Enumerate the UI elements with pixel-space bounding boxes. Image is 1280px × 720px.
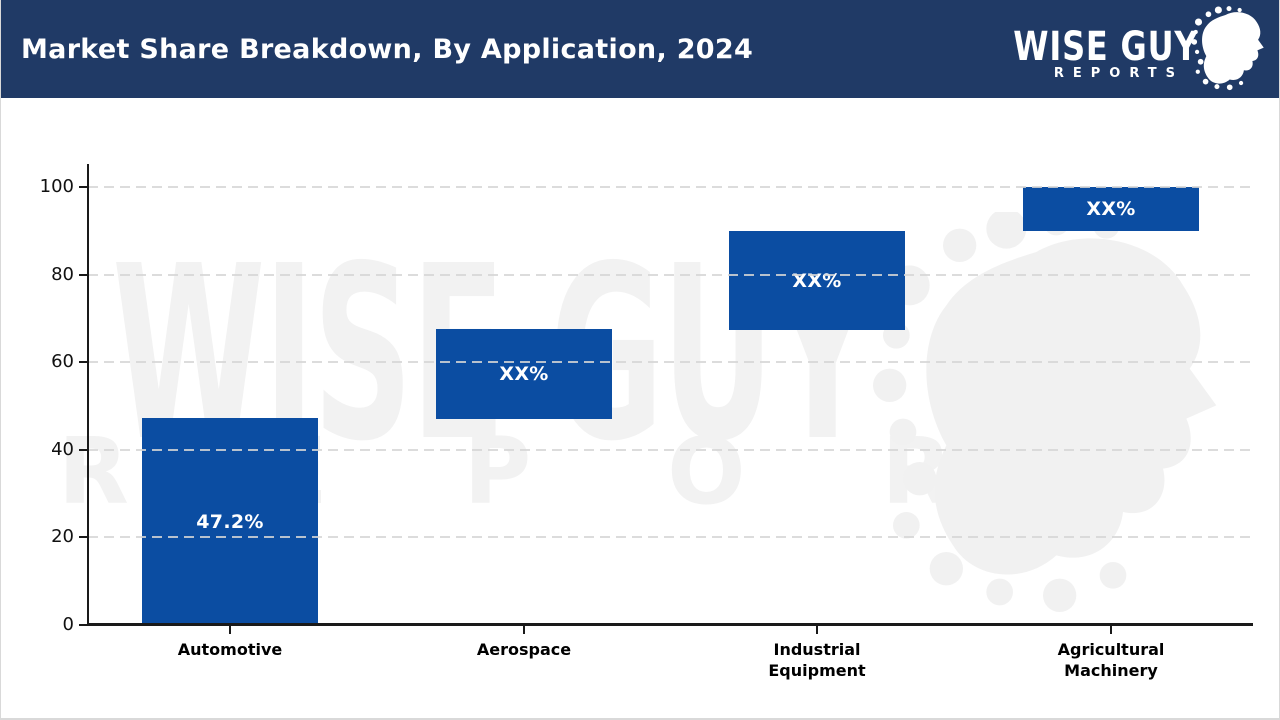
x-axis: [87, 623, 1253, 626]
bar-value-label: XX%: [499, 363, 549, 385]
logo-wordmark: WISE GUY: [1012, 24, 1198, 70]
y-tickmark: [79, 274, 88, 276]
y-tick-label: 0: [62, 614, 74, 635]
y-tick-label: 100: [39, 176, 74, 197]
bar-aerospace: XX%: [436, 329, 612, 419]
y-tick-label: 80: [51, 264, 74, 285]
header: Market Share Breakdown, By Application, …: [0, 0, 1280, 98]
page-title: Market Share Breakdown, By Application, …: [21, 34, 754, 65]
gridline-60: [88, 361, 1253, 363]
y-tick-label: 60: [51, 351, 74, 372]
logo: WISE GUY REPORTS: [1005, 0, 1270, 98]
bar-industrial-equipment: XX%: [729, 231, 905, 330]
y-tick-label: 40: [51, 439, 74, 460]
x-tickmark: [229, 626, 231, 634]
gridline-40: [88, 449, 1253, 451]
y-axis: [87, 164, 89, 625]
y-tickmark: [79, 361, 88, 363]
category-label-industrial-equipment: Industrial Equipment: [768, 640, 866, 681]
bar-agricultural-machinery: XX%: [1023, 187, 1199, 231]
watermark-face-icon: [873, 212, 1217, 612]
wiseguy-face-icon: [1191, 6, 1264, 91]
x-tickmark: [523, 626, 525, 634]
category-label-aerospace: Aerospace: [476, 640, 572, 659]
y-tick-label: 20: [51, 526, 74, 547]
y-tickmark: [79, 624, 88, 626]
y-tickmark: [79, 186, 88, 188]
x-tickmark: [816, 626, 818, 634]
bar-value-label: XX%: [1086, 198, 1136, 220]
logo-reports-text: REPORTS: [1053, 66, 1184, 81]
x-tickmark: [1110, 626, 1112, 634]
category-label-agricultural-machinery: Agricultural Machinery: [1057, 640, 1165, 681]
bar-automotive: 47.2%: [142, 418, 318, 625]
bar-value-label: XX%: [792, 269, 842, 292]
y-tickmark: [79, 536, 88, 538]
gridline-100: [88, 186, 1253, 188]
gridline-20: [88, 536, 1253, 538]
gridline-80: [88, 274, 1253, 276]
category-label-automotive: Automotive: [177, 640, 283, 659]
y-tickmark: [79, 449, 88, 451]
bar-value-label: 47.2%: [196, 510, 264, 533]
